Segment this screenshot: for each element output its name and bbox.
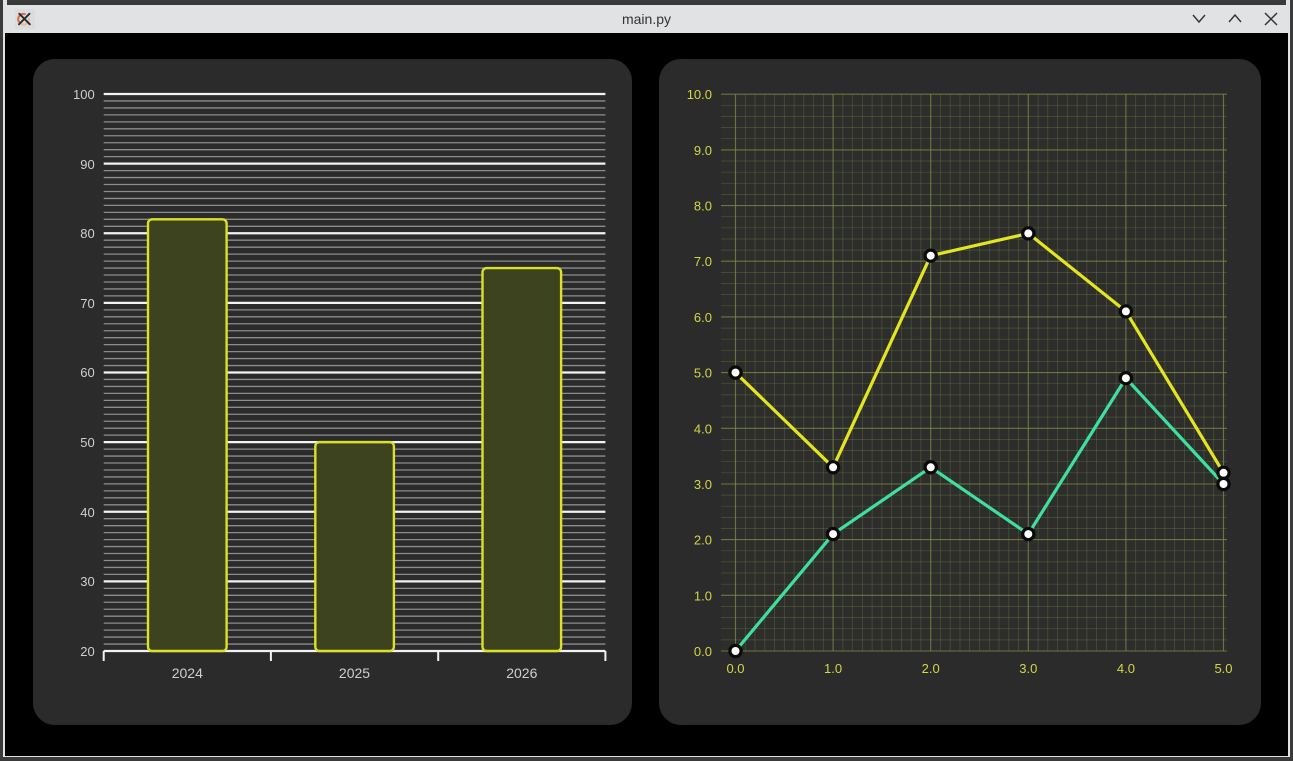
svg-text:10.0: 10.0 [687, 87, 712, 102]
svg-text:1.0: 1.0 [824, 661, 842, 676]
svg-text:30: 30 [80, 574, 94, 589]
svg-text:1.0: 1.0 [694, 588, 712, 603]
svg-text:2024: 2024 [172, 665, 203, 681]
svg-text:50: 50 [80, 435, 94, 450]
svg-text:80: 80 [80, 226, 94, 241]
svg-text:9.0: 9.0 [694, 143, 712, 158]
svg-text:2025: 2025 [339, 665, 370, 681]
svg-text:5.0: 5.0 [694, 366, 712, 381]
svg-text:4.0: 4.0 [694, 421, 712, 436]
svg-text:2026: 2026 [506, 665, 537, 681]
svg-text:2.0: 2.0 [922, 661, 940, 676]
svg-text:4.0: 4.0 [1117, 661, 1135, 676]
svg-text:6.0: 6.0 [694, 310, 712, 325]
svg-text:2.0: 2.0 [694, 533, 712, 548]
svg-text:90: 90 [80, 157, 94, 172]
svg-text:3.0: 3.0 [1019, 661, 1037, 676]
svg-text:7.0: 7.0 [694, 254, 712, 269]
svg-text:3.0: 3.0 [694, 477, 712, 492]
svg-text:5.0: 5.0 [1214, 661, 1232, 676]
svg-text:0.0: 0.0 [694, 644, 712, 659]
svg-text:40: 40 [80, 505, 94, 520]
svg-text:60: 60 [80, 365, 94, 380]
svg-text:100: 100 [73, 87, 95, 102]
svg-text:70: 70 [80, 296, 94, 311]
svg-text:8.0: 8.0 [694, 199, 712, 214]
svg-text:0.0: 0.0 [726, 661, 744, 676]
svg-text:20: 20 [80, 644, 94, 659]
